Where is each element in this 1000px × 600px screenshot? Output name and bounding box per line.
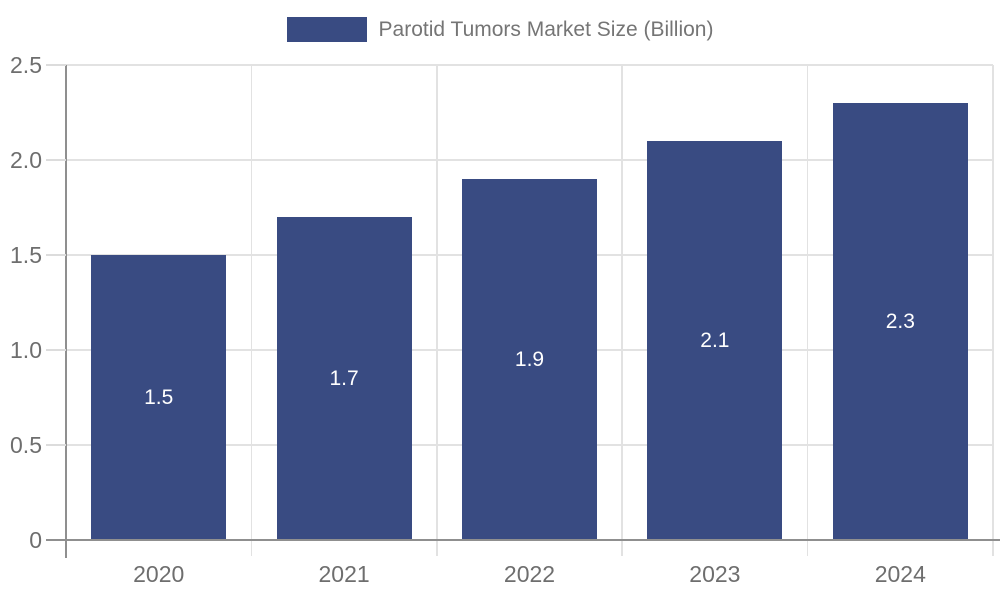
y-tick-label: 1.0	[10, 337, 42, 363]
y-tick-label: 2.0	[10, 147, 42, 173]
y-tick-label: 2.5	[10, 52, 42, 78]
bar[interactable]: 1.5	[91, 255, 227, 540]
x-tick-label: 2022	[503, 561, 556, 587]
x-tick-label: 2023	[689, 561, 741, 587]
y-axis-tick	[46, 64, 66, 66]
bar-value-label: 2.3	[885, 309, 915, 333]
x-tick-label: 2021	[318, 561, 370, 587]
legend-swatch-icon	[286, 17, 367, 42]
plot-area: 1.5 1.7 1.9 2.1 2.3	[66, 64, 994, 556]
bar[interactable]: 2.3	[832, 103, 968, 540]
gridline-horizontal	[66, 159, 993, 161]
legend-item[interactable]: Parotid Tumors Market Size (Billion)	[286, 17, 714, 42]
legend-label: Parotid Tumors Market Size (Billion)	[378, 17, 714, 41]
y-tick-label: 1.5	[10, 242, 42, 268]
x-tick-label: 2024	[874, 561, 926, 587]
y-axis-tick	[46, 349, 66, 351]
y-axis-tick	[46, 444, 66, 446]
x-tick-label: 2020	[133, 561, 185, 587]
gridline-vertical	[806, 65, 809, 556]
y-axis-tick	[46, 254, 66, 256]
bar-value-label: 1.5	[144, 385, 174, 409]
gridline-vertical	[992, 65, 994, 556]
bar-value-label: 2.1	[700, 328, 730, 352]
gridline-vertical	[250, 65, 253, 556]
y-tick-label: 0.5	[10, 432, 42, 458]
bar-value-label: 1.7	[329, 366, 359, 390]
y-axis-tick	[46, 159, 66, 161]
bar[interactable]: 2.1	[647, 141, 783, 540]
gridline-vertical	[436, 65, 438, 556]
y-axis-line	[65, 65, 67, 558]
legend: Parotid Tumors Market Size (Billion)	[0, 17, 1000, 42]
gridline-vertical	[621, 65, 623, 556]
bar[interactable]: 1.9	[462, 179, 597, 540]
y-tick-label: 0	[29, 527, 42, 553]
bar[interactable]: 1.7	[276, 217, 412, 540]
bar-value-label: 1.9	[514, 347, 545, 371]
gridline-horizontal	[66, 64, 993, 66]
x-axis-line	[46, 539, 1000, 541]
